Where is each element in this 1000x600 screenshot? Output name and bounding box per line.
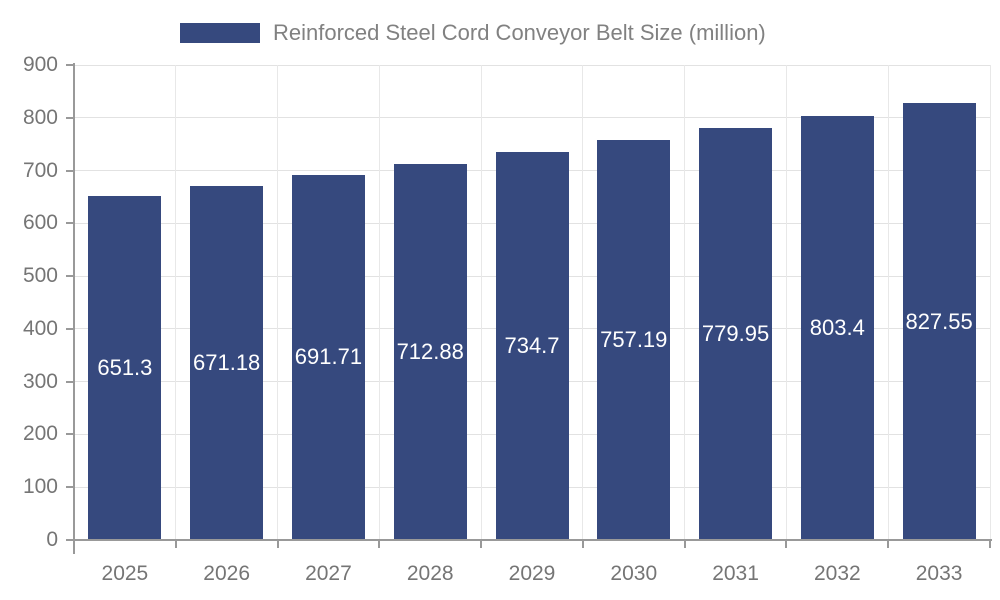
bar-value-label: 712.88 (396, 338, 464, 364)
x-axis-tick (785, 540, 788, 548)
x-axis-tick (174, 540, 177, 548)
x-axis-tick-label: 2026 (203, 562, 251, 585)
bar[interactable] (393, 163, 467, 540)
gridline-vertical (582, 65, 584, 540)
y-axis-tick (66, 380, 74, 383)
y-axis-tick-label: 900 (22, 53, 58, 76)
y-axis-tick-label: 100 (22, 475, 58, 499)
x-axis-tick (378, 540, 381, 548)
bar[interactable] (88, 196, 162, 540)
y-axis-tick (66, 275, 74, 278)
gridline-vertical (175, 65, 177, 540)
x-axis-tick-label: 2025 (101, 562, 149, 585)
bar-value-label: 651.3 (97, 355, 153, 381)
x-axis-tick-label: 2028 (406, 562, 454, 585)
gridline-horizontal (74, 117, 990, 119)
y-axis-tick-label: 0 (46, 528, 58, 551)
y-axis-tick-label: 400 (22, 316, 58, 340)
y-axis-tick-label: 500 (22, 264, 58, 288)
bar-value-label: 803.4 (809, 314, 865, 340)
x-axis-tick (989, 540, 991, 548)
bar-value-label: 827.55 (905, 308, 973, 334)
legend-swatch (180, 23, 260, 43)
y-axis-tick (66, 433, 74, 436)
x-axis-tick (887, 540, 890, 548)
gridline-vertical (887, 65, 889, 540)
gridline-vertical (785, 65, 787, 540)
bar-value-label: 779.95 (701, 321, 770, 347)
y-axis-line (73, 63, 75, 554)
x-axis-tick (581, 540, 584, 548)
y-axis-tick (66, 539, 74, 541)
gridline-vertical (277, 65, 279, 540)
x-axis-tick-label: 2030 (610, 562, 658, 585)
bar-value-label: 671.18 (193, 349, 261, 375)
gridline-vertical (480, 65, 482, 540)
x-axis-tick (480, 540, 483, 548)
y-axis-tick (66, 486, 74, 489)
bar[interactable] (291, 174, 365, 540)
y-axis-tick-label: 300 (22, 369, 58, 393)
y-axis-tick-label: 600 (22, 211, 58, 235)
bar[interactable] (190, 185, 264, 540)
bar-value-label: 691.71 (294, 344, 363, 370)
x-axis-tick-label: 2027 (305, 562, 352, 585)
bar[interactable] (800, 115, 874, 540)
legend[interactable]: Reinforced Steel Cord Conveyor Belt Size… (180, 20, 766, 46)
y-axis-tick-label: 700 (22, 158, 58, 182)
y-axis-tick (66, 222, 74, 225)
y-axis-tick (66, 116, 74, 119)
y-axis-tick (66, 64, 74, 66)
bar[interactable] (495, 152, 569, 540)
y-axis-tick-label: 800 (22, 105, 58, 129)
x-axis-tick (276, 540, 279, 548)
x-axis-tick-label: 2032 (813, 562, 861, 585)
bar[interactable] (597, 140, 671, 540)
x-axis-tick-label: 2029 (508, 562, 556, 585)
gridline-vertical (989, 65, 991, 540)
bar-value-label: 757.19 (600, 327, 668, 353)
x-axis-tick (683, 540, 686, 548)
y-axis-tick-label: 200 (22, 422, 58, 446)
y-axis-tick (66, 327, 74, 330)
gridline-vertical (378, 65, 380, 540)
x-axis-tick-label: 2031 (712, 562, 759, 585)
bar-value-label: 734.7 (504, 333, 560, 359)
gridline-horizontal (74, 64, 990, 66)
bar[interactable] (699, 128, 773, 540)
gridline-vertical (684, 65, 686, 540)
legend-label: Reinforced Steel Cord Conveyor Belt Size… (273, 20, 766, 45)
bar[interactable] (902, 103, 976, 540)
y-axis-tick (66, 169, 74, 172)
x-axis-line (74, 539, 992, 541)
x-axis-tick-label: 2033 (915, 562, 963, 585)
